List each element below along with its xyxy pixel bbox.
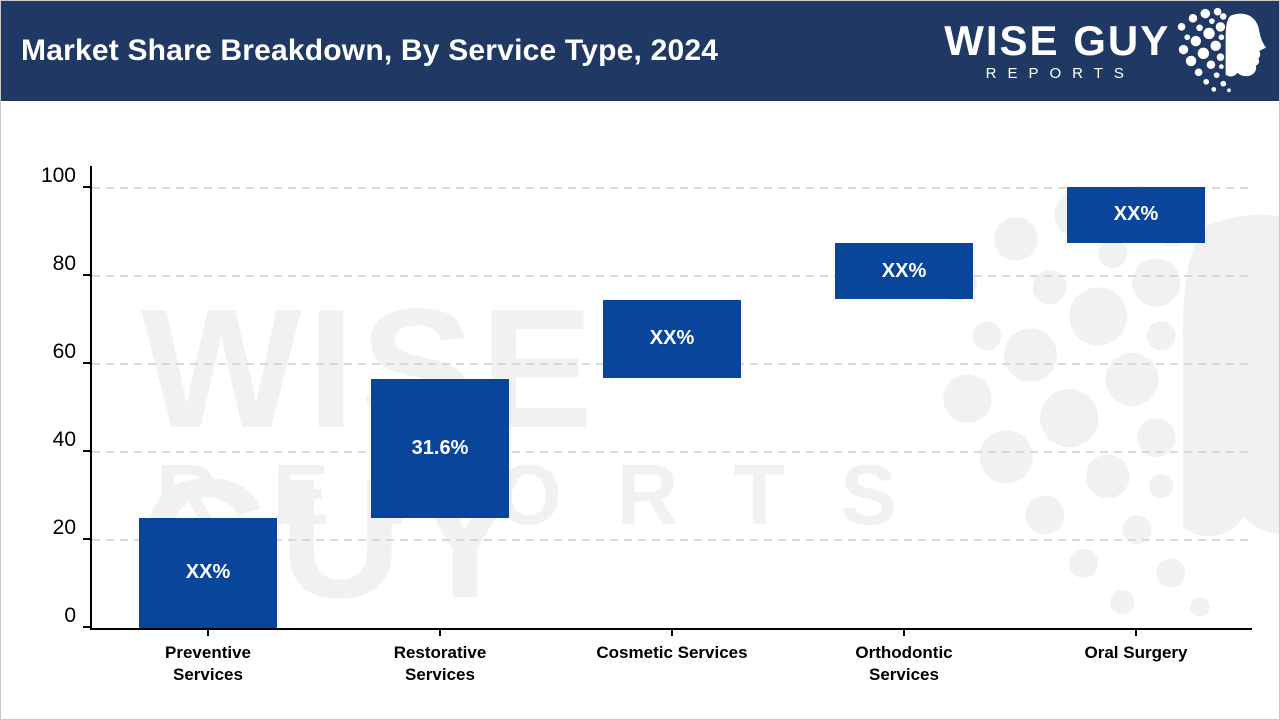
brand-head-icon xyxy=(1174,6,1269,96)
y-tick-mark-60 xyxy=(83,362,92,364)
bar-orthodontic-services: XX% xyxy=(835,243,973,299)
y-tick-mark-80 xyxy=(83,274,92,276)
x-tick-label-restorative-services: Restorative Services xyxy=(393,643,487,685)
bar-value-label-restorative-services: 31.6% xyxy=(411,436,469,459)
y-tick-label-80: 80 xyxy=(52,252,76,275)
gridline-100 xyxy=(92,187,1252,189)
page-title: Market Share Breakdown, By Service Type,… xyxy=(21,34,719,67)
bar-cosmetic-services: XX% xyxy=(603,299,741,378)
plot-area: 0 20 40 60 80 100 XX% Preventive Services 31.6% R… xyxy=(41,164,1252,684)
brand-logo: WISE GUY REPORTS xyxy=(944,6,1269,96)
y-tick-mark-0 xyxy=(83,626,92,628)
bar-value-label-orthodontic-services: XX% xyxy=(881,259,927,282)
x-tick-mark-preventive-services xyxy=(207,628,209,636)
x-tick-label-oral-surgery: Oral Surgery xyxy=(1084,643,1188,662)
y-tick-mark-100 xyxy=(83,186,92,188)
y-tick-label-0: 0 xyxy=(64,604,76,627)
x-tick-label-cosmetic-services: Cosmetic Services xyxy=(596,643,748,662)
header-bar: Market Share Breakdown, By Service Type,… xyxy=(1,1,1279,101)
y-tick-label-20: 20 xyxy=(52,516,76,539)
bar-oral-surgery: XX% xyxy=(1067,186,1205,243)
bar-value-label-oral-surgery: XX% xyxy=(1113,203,1159,226)
x-tick-label-orthodontic-services: Orthodontic Services xyxy=(855,643,953,685)
x-tick-mark-oral-surgery xyxy=(1135,628,1137,636)
brand-name: WISE GUY xyxy=(944,17,1171,64)
x-tick-mark-restorative-services xyxy=(439,628,441,636)
y-tick-mark-20 xyxy=(83,538,92,540)
gridline-80 xyxy=(92,275,1252,277)
brand-subtitle: REPORTS xyxy=(985,65,1135,82)
x-tick-mark-orthodontic-services xyxy=(903,628,905,636)
y-tick-label-40: 40 xyxy=(52,428,76,451)
y-tick-mark-40 xyxy=(83,450,92,452)
x-tick-mark-cosmetic-services xyxy=(671,628,673,636)
y-tick-label-100: 100 xyxy=(40,164,76,187)
x-tick-label-preventive-services: Preventive Services xyxy=(165,643,251,685)
bar-value-label-preventive-services: XX% xyxy=(185,561,231,584)
gridline-40 xyxy=(92,451,1252,453)
y-tick-label-60: 60 xyxy=(52,340,76,363)
bar-restorative-services: 31.6% xyxy=(371,378,509,518)
gridline-20 xyxy=(92,539,1252,541)
bar-preventive-services: XX% xyxy=(139,517,277,628)
brand-logo-text: WISE GUY REPORTS xyxy=(944,17,1171,83)
bar-value-label-cosmetic-services: XX% xyxy=(649,327,695,350)
